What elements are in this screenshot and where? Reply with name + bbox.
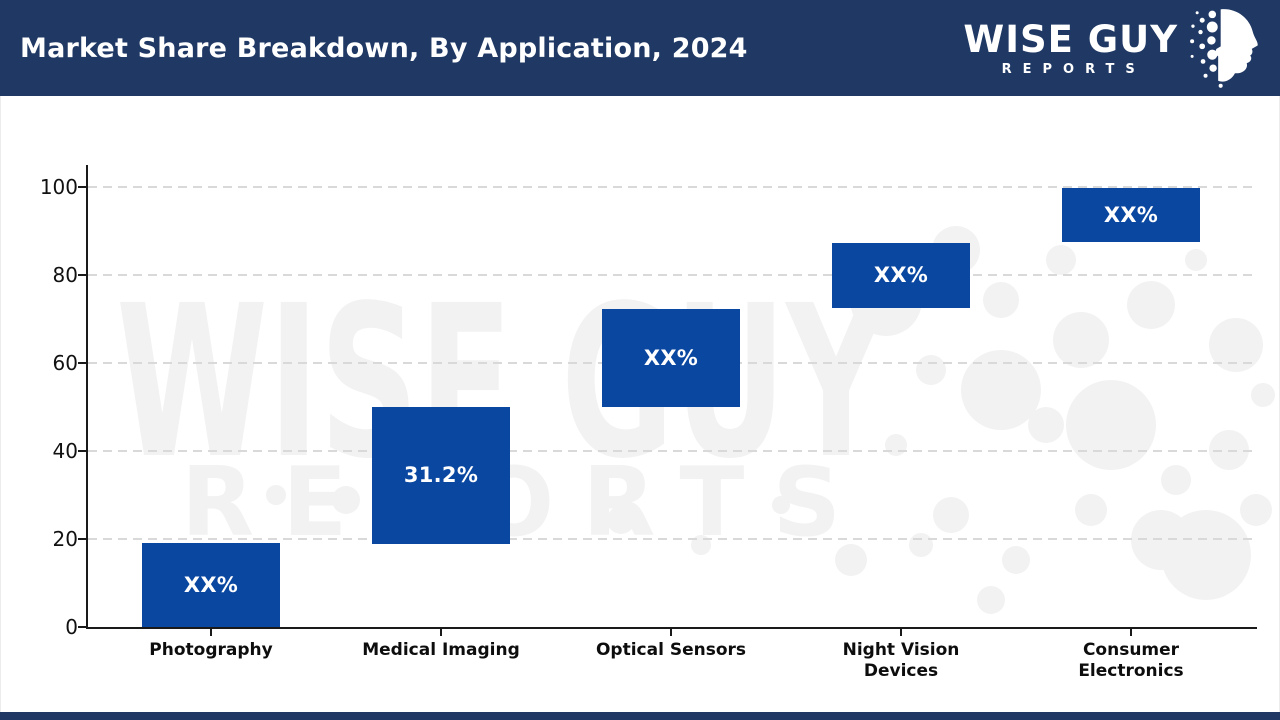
bar-optical-sensors: XX% — [602, 308, 740, 407]
y-tick-mark-80 — [78, 274, 86, 276]
y-tick-label-80: 80 — [52, 263, 78, 287]
y-tick-label-40: 40 — [52, 439, 78, 463]
y-tick-mark-40 — [78, 450, 86, 452]
x-tick-night-vision-devices — [900, 629, 902, 636]
x-axis-label-night-vision-devices: Night Vision Devices — [842, 640, 960, 681]
x-axis-label-optical-sensors: Optical Sensors — [595, 640, 747, 660]
gridline-20 — [88, 538, 1257, 540]
y-tick-mark-60 — [78, 362, 86, 364]
bar-value-label-photography: XX% — [183, 573, 239, 598]
bar-value-label-night-vision-devices: XX% — [873, 263, 929, 288]
y-tick-label-100: 100 — [39, 175, 78, 199]
header-bar: Market Share Breakdown, By Application, … — [0, 0, 1280, 96]
footer-bar — [0, 712, 1280, 720]
x-tick-optical-sensors — [670, 629, 672, 636]
bar-value-label-consumer-electronics: XX% — [1103, 202, 1159, 227]
x-axis-label-consumer-electronics: Consumer Electronics — [1078, 640, 1184, 681]
bar-photography: XX% — [142, 543, 280, 627]
x-tick-photography — [210, 629, 212, 636]
x-tick-medical-imaging — [440, 629, 442, 636]
brand-name: WISE GUY — [963, 17, 1178, 61]
bar-value-label-medical-imaging: 31.2% — [403, 463, 479, 488]
brand-logo-text: WISE GUY REPORTS — [963, 21, 1178, 76]
y-tick-mark-0 — [78, 626, 86, 628]
y-tick-mark-20 — [78, 538, 86, 540]
x-axis-label-photography: Photography — [149, 640, 273, 660]
y-tick-label-0: 0 — [65, 615, 78, 639]
y-tick-label-20: 20 — [52, 527, 78, 551]
y-axis-line — [86, 165, 88, 629]
y-tick-mark-100 — [78, 186, 86, 188]
brand-logo: WISE GUY REPORTS — [963, 6, 1262, 90]
bar-medical-imaging: 31.2% — [372, 406, 510, 544]
bar-night-vision-devices: XX% — [832, 242, 970, 308]
x-axis-line — [86, 627, 1257, 629]
gridline-80 — [88, 274, 1257, 276]
bar-consumer-electronics: XX% — [1062, 187, 1200, 242]
x-tick-consumer-electronics — [1130, 629, 1132, 636]
bar-value-label-optical-sensors: XX% — [643, 345, 699, 370]
y-tick-label-60: 60 — [52, 351, 78, 375]
gridline-40 — [88, 450, 1257, 452]
x-axis-label-medical-imaging: Medical Imaging — [362, 640, 520, 660]
chart-title: Market Share Breakdown, By Application, … — [20, 32, 748, 64]
gridline-100 — [88, 186, 1257, 188]
brand-subname: REPORTS — [1001, 61, 1146, 77]
head-silhouette-icon — [1190, 9, 1258, 88]
